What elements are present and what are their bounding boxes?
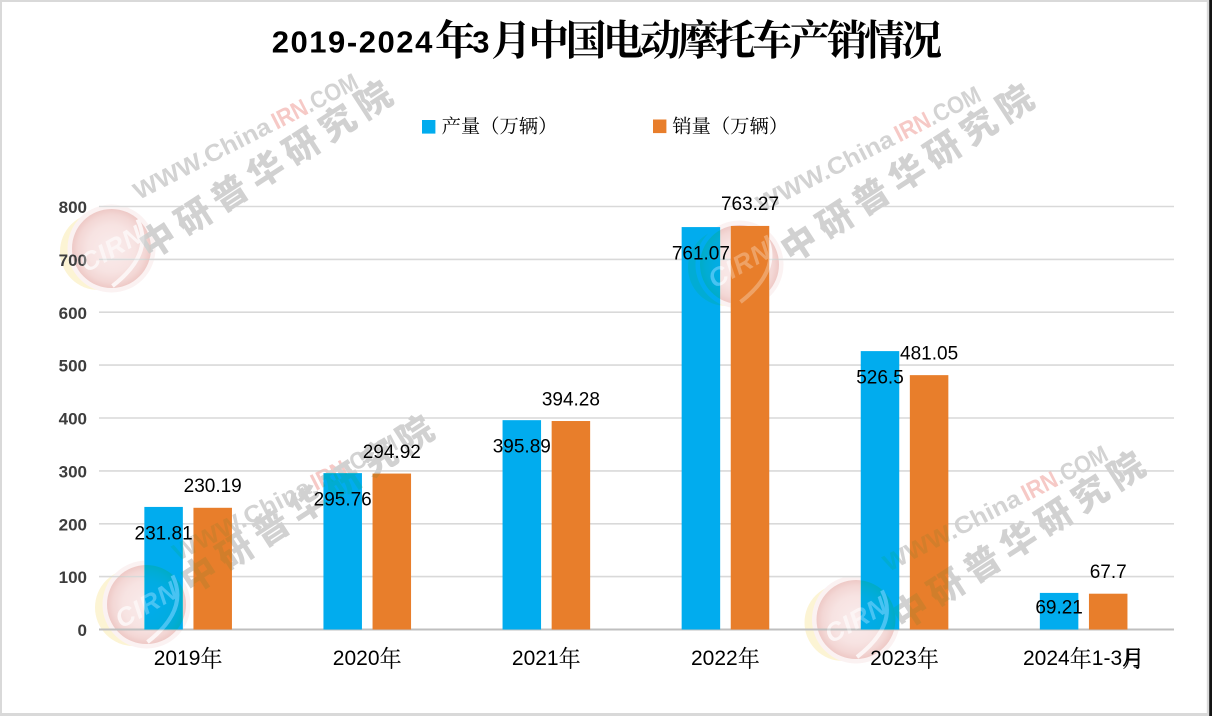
- svg-text:231.81: 231.81: [135, 523, 193, 544]
- svg-text:0: 0: [78, 621, 87, 640]
- svg-text:67.7: 67.7: [1090, 562, 1127, 583]
- svg-text:600: 600: [59, 304, 87, 323]
- svg-text:2020: 2020: [333, 647, 380, 670]
- svg-text:2019-2024: 2019-2024: [272, 24, 434, 59]
- svg-text:2022: 2022: [691, 647, 738, 670]
- svg-text:2021: 2021: [512, 647, 559, 670]
- svg-text:395.89: 395.89: [493, 437, 551, 458]
- svg-text:526.5: 526.5: [856, 368, 904, 389]
- svg-text:800: 800: [59, 198, 87, 217]
- svg-text:763.27: 763.27: [721, 194, 779, 215]
- svg-text:230.19: 230.19: [184, 476, 242, 497]
- svg-text:100: 100: [59, 568, 87, 587]
- svg-text:2024: 2024: [1023, 647, 1070, 670]
- svg-text:3: 3: [472, 24, 489, 59]
- svg-text:500: 500: [59, 357, 87, 376]
- svg-text:2019: 2019: [154, 647, 201, 670]
- svg-text:400: 400: [59, 410, 87, 429]
- svg-text:394.28: 394.28: [542, 389, 600, 410]
- svg-text:300: 300: [59, 463, 87, 482]
- svg-text:200: 200: [59, 515, 87, 534]
- svg-text:295.76: 295.76: [314, 490, 372, 511]
- svg-text:481.05: 481.05: [900, 343, 958, 364]
- svg-text:69.21: 69.21: [1035, 598, 1083, 619]
- svg-text:1-3月: 1-3月: [1092, 647, 1143, 670]
